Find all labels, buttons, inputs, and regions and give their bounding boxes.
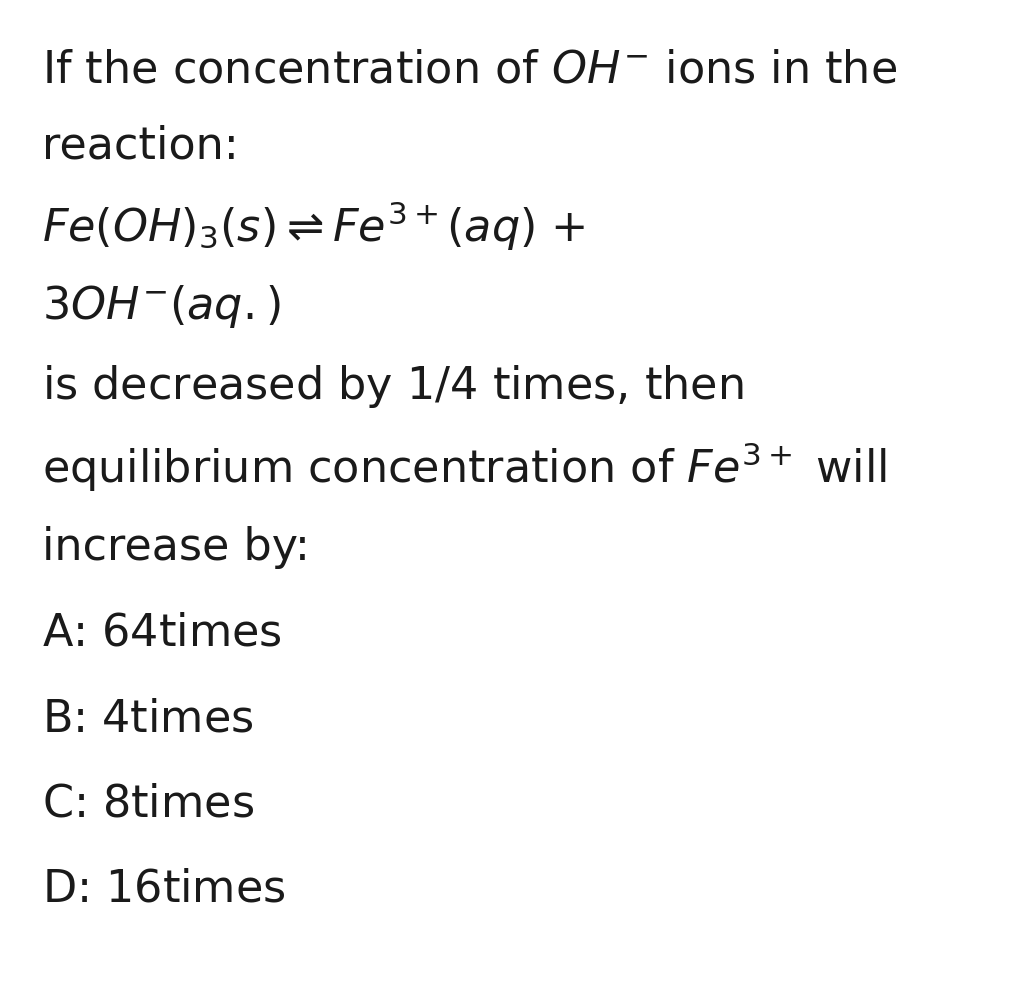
Text: is decreased by $1/4$ times, then: is decreased by $1/4$ times, then xyxy=(42,364,743,410)
Text: B: $4$times: B: $4$times xyxy=(42,697,253,740)
Text: reaction:: reaction: xyxy=(42,125,239,167)
Text: D: $16$times: D: $16$times xyxy=(42,868,286,911)
Text: C: $8$times: C: $8$times xyxy=(42,783,254,825)
Text: $\mathit{Fe(OH)_3(s)}\rightleftharpoons \mathit{Fe^{3+}(aq)}$ +: $\mathit{Fe(OH)_3(s)}\rightleftharpoons … xyxy=(42,199,585,253)
Text: If the concentration of $\mathit{OH}^{-}$ ions in the: If the concentration of $\mathit{OH}^{-}… xyxy=(42,49,897,91)
Text: A: $64$times: A: $64$times xyxy=(42,612,282,654)
Text: equilibrium concentration of $\mathit{Fe^{3+}}$ will: equilibrium concentration of $\mathit{Fe… xyxy=(42,440,887,494)
Text: increase by:: increase by: xyxy=(42,527,309,569)
Text: $\mathit{3OH^{-}(aq.)}$: $\mathit{3OH^{-}(aq.)}$ xyxy=(42,283,281,330)
